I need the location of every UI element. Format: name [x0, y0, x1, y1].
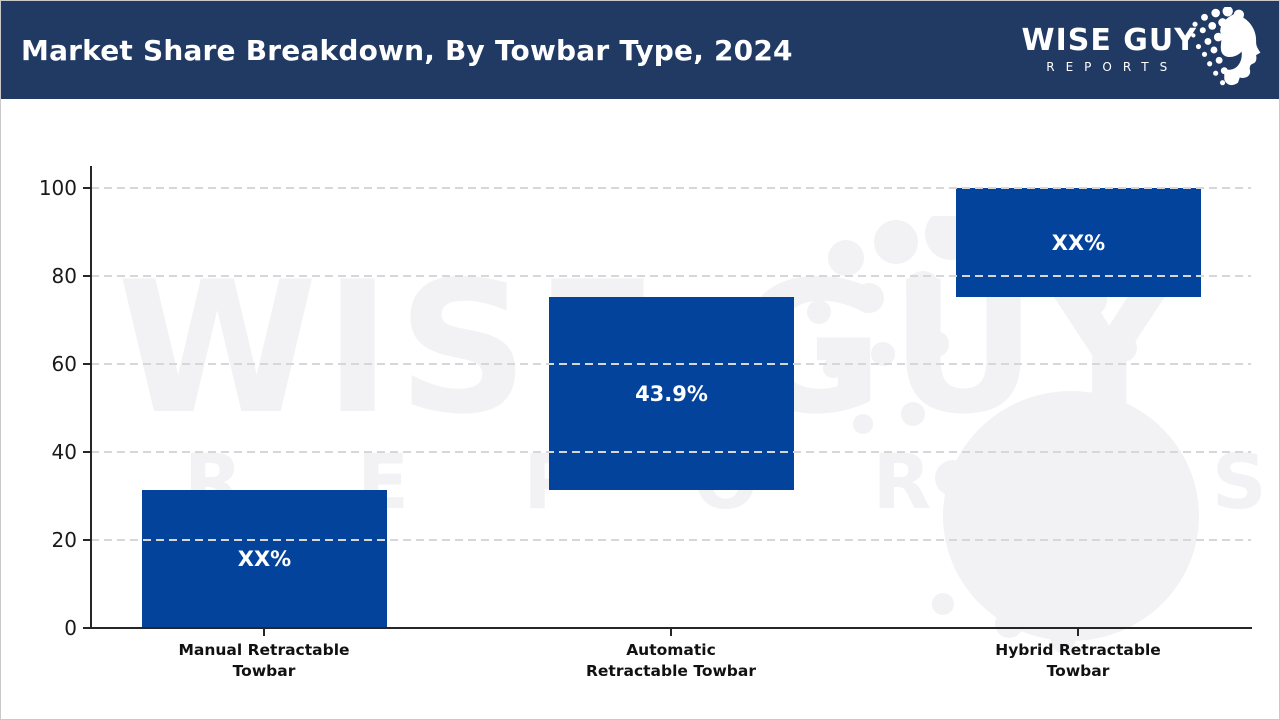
watermark-face-dots	[807, 216, 1199, 653]
y-tick	[83, 187, 91, 189]
y-tick	[83, 627, 91, 629]
bar-manual-retractable-towbar: XX%	[142, 490, 387, 628]
x-category-label: Automatic Retractable Towbar	[511, 640, 831, 682]
category-line: Towbar	[1046, 662, 1110, 680]
y-tick-label: 60	[51, 352, 77, 376]
y-tick-label: 80	[51, 264, 77, 288]
bar-value-label: 43.9%	[635, 381, 708, 406]
logo-name-text: WISE GUY	[1021, 23, 1197, 58]
gridline-40	[91, 451, 1251, 453]
x-tick	[670, 629, 672, 636]
x-tick	[263, 629, 265, 636]
gridline-20	[91, 539, 1251, 541]
wiseguy-logo: WISE GUY REPORTS	[1021, 7, 1279, 93]
gridline-80	[91, 275, 1251, 277]
bar-hybrid-retractable-towbar: XX%	[956, 188, 1201, 298]
bar-automatic-retractable-towbar: 43.9%	[549, 297, 794, 491]
y-tick	[83, 451, 91, 453]
y-tick	[83, 363, 91, 365]
y-tick-label: 20	[51, 528, 77, 552]
bar-value-label: XX%	[1051, 230, 1106, 255]
y-tick	[83, 539, 91, 541]
y-tick	[83, 275, 91, 277]
x-category-label: Hybrid Retractable Towbar	[918, 640, 1238, 682]
category-line: Automatic	[626, 641, 716, 659]
category-line: Retractable Towbar	[585, 662, 756, 680]
logo-text: WISE GUY REPORTS	[1021, 23, 1197, 75]
logo-sub-text: REPORTS	[1046, 60, 1179, 74]
face-profile-icon	[1191, 7, 1261, 86]
y-tick-label: 40	[51, 440, 77, 464]
bar-value-label: XX%	[237, 547, 292, 572]
x-axis-line	[90, 627, 1252, 629]
category-line: Towbar	[232, 662, 296, 680]
header-bar: Market Share Breakdown, By Towbar Type, …	[1, 1, 1279, 99]
gridline-60	[91, 363, 1251, 365]
gridline-100	[91, 187, 1251, 189]
x-tick	[1077, 629, 1079, 636]
page-title: Market Share Breakdown, By Towbar Type, …	[21, 33, 793, 67]
y-tick-label: 0	[64, 616, 77, 640]
category-line: Hybrid Retractable	[995, 641, 1161, 659]
y-tick-label: 100	[38, 176, 77, 200]
category-line: Manual Retractable	[178, 641, 350, 659]
x-category-label: Manual Retractable Towbar	[104, 640, 424, 682]
y-axis-line	[90, 166, 92, 629]
